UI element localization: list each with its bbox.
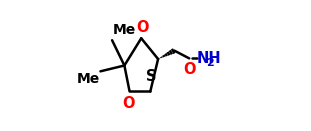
Text: S: S: [146, 69, 156, 84]
Text: O: O: [183, 62, 195, 77]
Text: Me: Me: [113, 23, 136, 37]
Text: O: O: [123, 96, 135, 111]
Text: 2: 2: [206, 58, 214, 68]
Text: O: O: [136, 20, 149, 35]
Text: Me: Me: [77, 72, 100, 86]
Text: NH: NH: [197, 51, 222, 66]
